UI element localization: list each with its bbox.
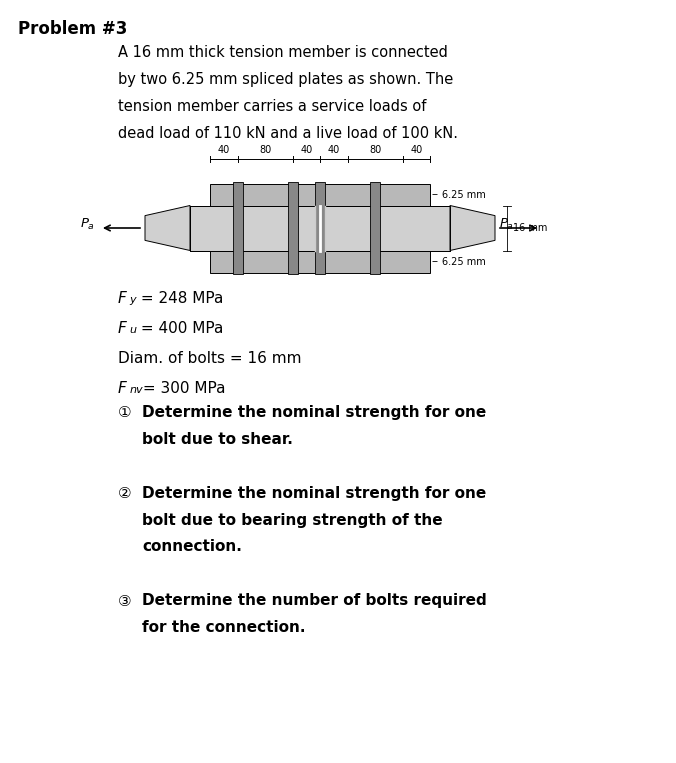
Text: 80: 80 <box>369 144 381 154</box>
Text: y: y <box>130 295 136 305</box>
Text: F: F <box>118 291 127 306</box>
Text: bolt due to bearing strength of the: bolt due to bearing strength of the <box>142 513 443 527</box>
Text: ①: ① <box>118 405 132 420</box>
Text: = 248 MPa: = 248 MPa <box>136 291 223 306</box>
Text: = 300 MPa: = 300 MPa <box>138 381 226 396</box>
Text: $P_a$: $P_a$ <box>80 217 95 231</box>
Text: Determine the number of bolts required: Determine the number of bolts required <box>142 594 487 609</box>
Bar <box>190 205 450 250</box>
Text: F: F <box>118 381 127 396</box>
Text: 40: 40 <box>218 144 230 154</box>
Text: bolt due to shear.: bolt due to shear. <box>142 432 293 446</box>
Text: nv: nv <box>130 385 143 395</box>
Text: ③: ③ <box>118 594 132 609</box>
Text: 6.25 mm: 6.25 mm <box>442 189 486 199</box>
Text: F: F <box>118 321 127 336</box>
Bar <box>210 183 430 205</box>
Text: 16 mm: 16 mm <box>513 223 548 233</box>
Text: = 400 MPa: = 400 MPa <box>136 321 223 336</box>
Bar <box>287 182 297 275</box>
Bar <box>190 205 450 250</box>
Bar <box>233 182 243 275</box>
Text: u: u <box>130 325 137 335</box>
Text: $P_a$: $P_a$ <box>499 217 514 231</box>
Text: 40: 40 <box>300 144 312 154</box>
Text: ②: ② <box>118 486 132 501</box>
Text: 6.25 mm: 6.25 mm <box>442 256 486 266</box>
Text: tension member carries a service loads of: tension member carries a service loads o… <box>118 99 427 114</box>
Text: 80: 80 <box>259 144 271 154</box>
Text: dead load of 110 kN and a live load of 100 kN.: dead load of 110 kN and a live load of 1… <box>118 126 458 141</box>
Text: Determine the nominal strength for one: Determine the nominal strength for one <box>142 486 486 501</box>
Text: connection.: connection. <box>142 539 242 554</box>
Text: 40: 40 <box>410 144 422 154</box>
Polygon shape <box>145 205 190 250</box>
Text: Problem #3: Problem #3 <box>18 20 127 38</box>
Text: 40: 40 <box>328 144 340 154</box>
Bar <box>315 182 325 275</box>
Text: Determine the nominal strength for one: Determine the nominal strength for one <box>142 405 486 420</box>
Text: for the connection.: for the connection. <box>142 620 306 635</box>
Text: Diam. of bolts = 16 mm: Diam. of bolts = 16 mm <box>118 351 301 366</box>
Text: A 16 mm thick tension member is connected: A 16 mm thick tension member is connecte… <box>118 45 448 60</box>
Bar <box>210 250 430 272</box>
Polygon shape <box>450 205 495 250</box>
Bar <box>370 182 380 275</box>
Text: by two 6.25 mm spliced plates as shown. The: by two 6.25 mm spliced plates as shown. … <box>118 72 453 87</box>
